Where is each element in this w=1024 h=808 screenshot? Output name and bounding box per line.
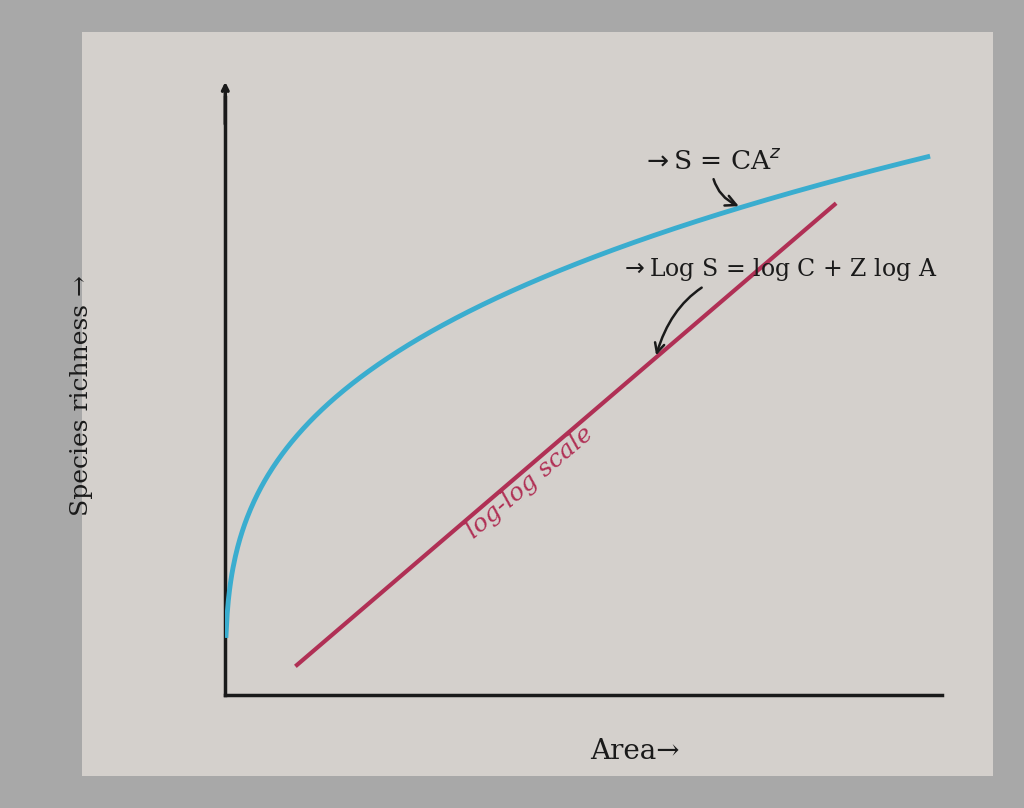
Text: $\rightarrow$S = CA$^z$: $\rightarrow$S = CA$^z$ (641, 149, 782, 205)
Text: log-log scale: log-log scale (462, 422, 598, 543)
Text: Species richness →: Species richness → (71, 276, 93, 516)
Text: Area→: Area→ (590, 738, 680, 765)
Text: $\rightarrow$Log S = log C + Z log A: $\rightarrow$Log S = log C + Z log A (620, 256, 937, 353)
